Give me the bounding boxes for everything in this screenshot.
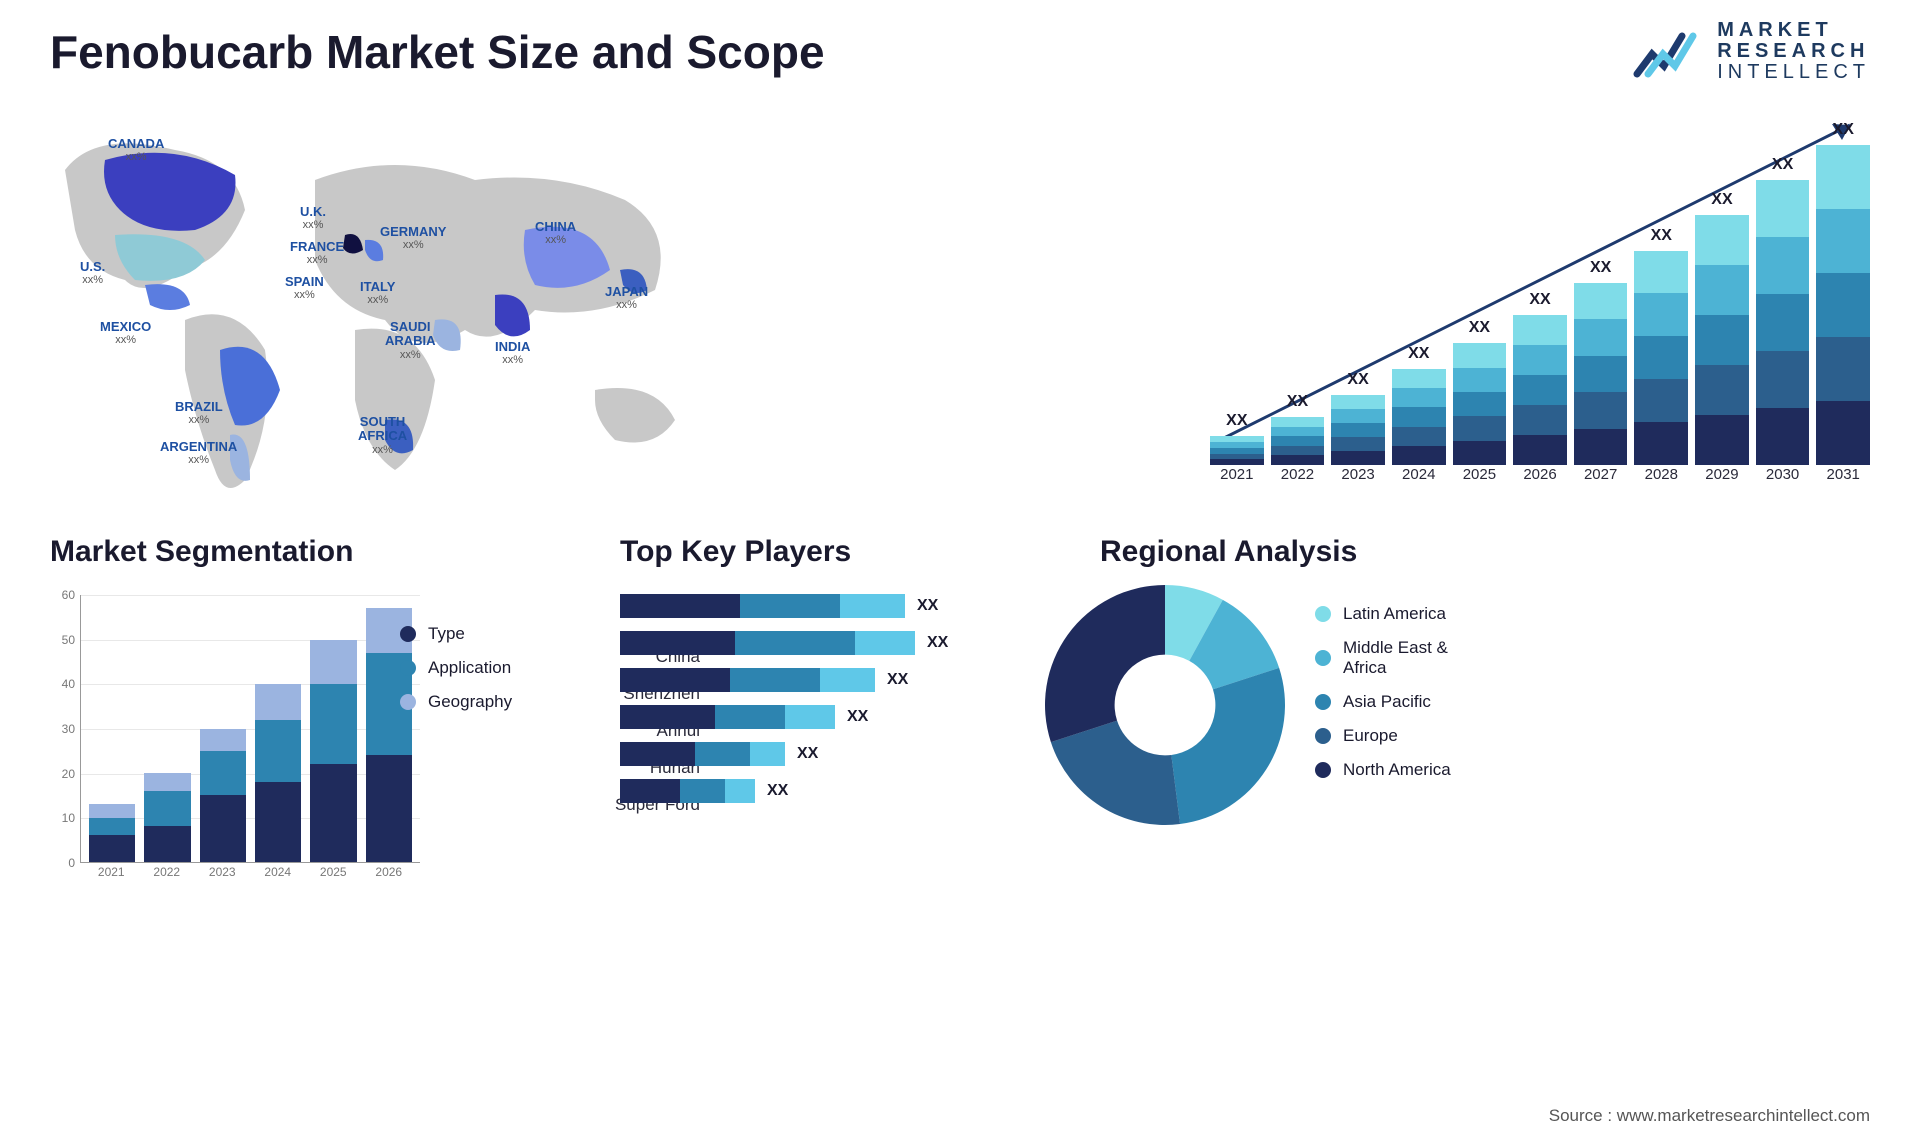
- donut-slice: [1171, 668, 1285, 824]
- growth-bar: XX: [1210, 145, 1264, 465]
- logo-text-2: RESEARCH: [1717, 41, 1870, 62]
- growth-year: 2022: [1271, 466, 1325, 490]
- seg-ytick: 30: [50, 722, 75, 736]
- growth-bar: XX: [1756, 145, 1810, 465]
- seg-bar: [255, 595, 301, 862]
- map-label: ITALYxx%: [360, 280, 395, 306]
- logo-text-3: INTELLECT: [1717, 62, 1870, 83]
- page-title: Fenobucarb Market Size and Scope: [50, 25, 825, 79]
- seg-bar: [310, 595, 356, 862]
- seg-year: 2023: [199, 865, 246, 885]
- legend-item: Middle East &Africa: [1315, 638, 1451, 678]
- growth-year: 2030: [1756, 466, 1810, 490]
- logo-icon: [1632, 24, 1702, 79]
- map-label: CANADAxx%: [108, 137, 164, 163]
- map-label: INDIAxx%: [495, 340, 530, 366]
- seg-year: 2026: [366, 865, 413, 885]
- legend-item: Europe: [1315, 726, 1451, 746]
- kp-bar: XX: [620, 627, 1020, 659]
- growth-bar: XX: [1271, 145, 1325, 465]
- map-label: SAUDIARABIAxx%: [385, 320, 436, 361]
- map-label: ARGENTINAxx%: [160, 440, 237, 466]
- growth-year: 2031: [1816, 466, 1870, 490]
- section-segmentation-title: Market Segmentation: [50, 535, 353, 569]
- source-text: Source : www.marketresearchintellect.com: [1549, 1106, 1870, 1126]
- growth-chart: XXXXXXXXXXXXXXXXXXXXXX 20212022202320242…: [1210, 110, 1870, 490]
- kp-bar: XX: [620, 701, 1020, 733]
- seg-ytick: 40: [50, 677, 75, 691]
- section-keyplayers-title: Top Key Players: [620, 535, 851, 569]
- segmentation-legend: Type Application Geography: [400, 610, 512, 726]
- map-label: U.S.xx%: [80, 260, 105, 286]
- regional-donut: [1035, 575, 1295, 835]
- key-players-chart: XX XX XX XX XX XX: [620, 585, 1020, 812]
- kp-bar: XX: [620, 664, 1020, 696]
- seg-ytick: 10: [50, 811, 75, 825]
- growth-bar: XX: [1816, 145, 1870, 465]
- growth-year: 2028: [1634, 466, 1688, 490]
- map-label: GERMANYxx%: [380, 225, 446, 251]
- map-label: U.K.xx%: [300, 205, 326, 231]
- map-label: SPAINxx%: [285, 275, 324, 301]
- legend-item: Type: [400, 624, 512, 644]
- seg-year: 2022: [144, 865, 191, 885]
- donut-slice: [1045, 585, 1165, 742]
- regional-legend: Latin America Middle East &Africa Asia Pac…: [1315, 590, 1451, 794]
- growth-year: 2021: [1210, 466, 1264, 490]
- seg-ytick: 0: [50, 856, 75, 870]
- segmentation-chart: 0102030405060 202120222023202420252026: [50, 595, 420, 885]
- seg-bar: [144, 595, 190, 862]
- legend-item: Geography: [400, 692, 512, 712]
- seg-year: 2025: [310, 865, 357, 885]
- world-map: CANADAxx% U.S.xx% MEXICOxx% BRAZILxx% ARGENT…: [35, 120, 715, 520]
- growth-year: 2025: [1453, 466, 1507, 490]
- map-label: CHINAxx%: [535, 220, 576, 246]
- brand-logo: MARKET RESEARCH INTELLECT: [1632, 20, 1870, 83]
- growth-year: 2023: [1331, 466, 1385, 490]
- growth-bar: XX: [1392, 145, 1446, 465]
- legend-item: Asia Pacific: [1315, 692, 1451, 712]
- legend-item: Application: [400, 658, 512, 678]
- growth-year: 2024: [1392, 466, 1446, 490]
- growth-bar: XX: [1574, 145, 1628, 465]
- legend-item: Latin America: [1315, 604, 1451, 624]
- growth-year: 2027: [1574, 466, 1628, 490]
- donut-slice: [1051, 721, 1180, 825]
- seg-year: 2024: [255, 865, 302, 885]
- growth-bar: XX: [1453, 145, 1507, 465]
- section-regional-title: Regional Analysis: [1100, 535, 1357, 569]
- kp-bar: XX: [620, 738, 1020, 770]
- seg-bar: [89, 595, 135, 862]
- growth-year: 2026: [1513, 466, 1567, 490]
- seg-ytick: 60: [50, 588, 75, 602]
- map-label: JAPANxx%: [605, 285, 648, 311]
- kp-bar: XX: [620, 590, 1020, 622]
- map-label: FRANCExx%: [290, 240, 344, 266]
- map-label: MEXICOxx%: [100, 320, 151, 346]
- map-label: SOUTHAFRICAxx%: [358, 415, 407, 456]
- growth-bar: XX: [1634, 145, 1688, 465]
- map-label: BRAZILxx%: [175, 400, 223, 426]
- growth-bar: XX: [1513, 145, 1567, 465]
- growth-bar: XX: [1695, 145, 1749, 465]
- legend-item: North America: [1315, 760, 1451, 780]
- seg-year: 2021: [88, 865, 135, 885]
- growth-year: 2029: [1695, 466, 1749, 490]
- growth-bar: XX: [1331, 145, 1385, 465]
- seg-ytick: 20: [50, 767, 75, 781]
- seg-bar: [200, 595, 246, 862]
- kp-bar: XX: [620, 775, 1020, 807]
- logo-text-1: MARKET: [1717, 20, 1870, 41]
- seg-ytick: 50: [50, 633, 75, 647]
